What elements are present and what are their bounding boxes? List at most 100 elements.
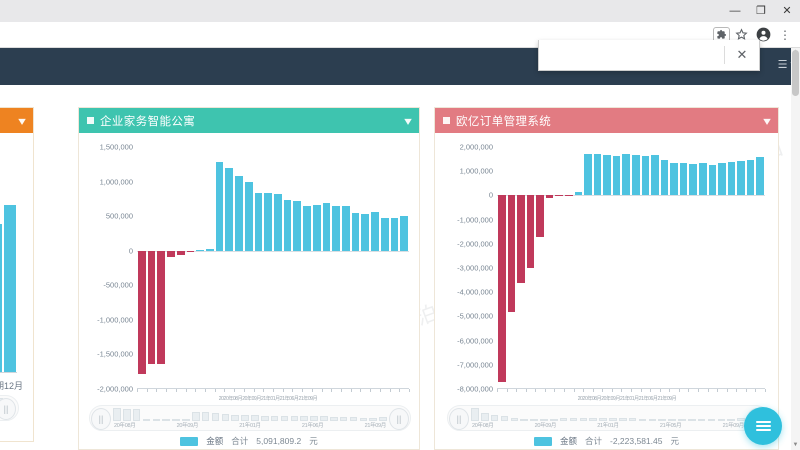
datazoom-mini-bar xyxy=(727,418,735,421)
chart-bar[interactable] xyxy=(215,161,224,251)
chart-bar[interactable] xyxy=(641,155,650,196)
chart-bar[interactable] xyxy=(390,217,399,251)
panel-right-header[interactable]: 欧亿订单管理系统 ▾ xyxy=(435,108,778,133)
chart-bar[interactable] xyxy=(622,154,631,196)
chart-bar[interactable] xyxy=(186,250,195,253)
chart-bar[interactable] xyxy=(727,161,736,196)
chart-bar[interactable] xyxy=(584,154,592,196)
datazoom-mini-bar xyxy=(609,418,617,421)
chart-bar[interactable] xyxy=(264,193,273,251)
chart-bar[interactable] xyxy=(176,250,185,255)
scrollbar-thumb[interactable] xyxy=(792,50,799,96)
chart-bar[interactable] xyxy=(526,195,535,268)
app-header-menu-icon[interactable]: ☰ xyxy=(777,59,788,71)
profile-avatar-icon[interactable] xyxy=(752,24,774,46)
chart-mid-datazoom-handle-right[interactable]: || xyxy=(389,408,409,430)
chart-bar[interactable] xyxy=(737,160,745,196)
window-minimize-button[interactable]: — xyxy=(729,4,741,17)
floating-action-button[interactable] xyxy=(744,407,782,445)
chart-bar[interactable] xyxy=(679,162,688,196)
chart-bar[interactable] xyxy=(371,211,379,251)
y-axis-tick-label: -4,000,000 xyxy=(457,287,493,297)
chart-mid-datazoom-handle-left[interactable]: || xyxy=(91,408,111,430)
chart-bar[interactable] xyxy=(322,203,331,251)
chart-bar[interactable] xyxy=(400,216,409,251)
scroll-down-arrow-icon[interactable]: ▼ xyxy=(792,442,799,448)
chart-bar[interactable] xyxy=(235,176,243,251)
chart-bar[interactable] xyxy=(603,154,611,196)
window-close-button[interactable]: ✕ xyxy=(782,4,792,17)
chart-bar[interactable] xyxy=(341,206,350,251)
chevron-down-icon[interactable]: ▾ xyxy=(762,113,771,128)
chart-bar[interactable] xyxy=(660,160,669,196)
chart-bar[interactable] xyxy=(283,199,292,251)
chart-bar[interactable] xyxy=(545,195,554,198)
chart-mid-datazoom[interactable]: || || 20年08月 20年09月 21年01月 21年06月 21年09月 xyxy=(89,405,411,431)
x-axis-tick xyxy=(698,389,699,392)
find-close-button[interactable]: ✕ xyxy=(736,47,748,62)
panel-left-datazoom[interactable]: || xyxy=(0,395,19,421)
chart-bar[interactable] xyxy=(718,163,726,196)
chart-bar[interactable] xyxy=(196,250,205,251)
chart-bar[interactable] xyxy=(4,205,16,373)
chart-bar[interactable] xyxy=(380,218,389,251)
chart-bar[interactable] xyxy=(303,205,311,251)
panel-left-datazoom-handle-right[interactable]: || xyxy=(0,398,16,420)
x-axis-tick xyxy=(185,389,187,392)
chart-bar[interactable] xyxy=(147,250,156,365)
panel-left-header[interactable]: ▾ xyxy=(0,108,33,133)
chart-mid-zero-line xyxy=(137,250,409,252)
x-axis-tick xyxy=(234,389,236,392)
browser-menu-icon[interactable]: ⋮ xyxy=(779,27,791,42)
chart-bar[interactable] xyxy=(689,163,698,196)
chart-bar[interactable] xyxy=(507,195,516,312)
chart-bar[interactable] xyxy=(167,250,175,257)
chart-bar[interactable] xyxy=(651,155,659,196)
bookmark-star-icon[interactable] xyxy=(730,24,752,46)
panel-mid-header[interactable]: 企业家务智能公寓 ▾ xyxy=(79,108,419,133)
chart-bar[interactable] xyxy=(670,162,678,196)
chart-bar[interactable] xyxy=(536,195,544,237)
chart-bar[interactable] xyxy=(564,195,573,197)
chart-bar[interactable] xyxy=(157,250,166,365)
page-scrollbar[interactable]: ▲ ▼ xyxy=(791,48,800,450)
chart-bar[interactable] xyxy=(708,164,717,196)
chevron-down-icon[interactable]: ▾ xyxy=(403,113,412,128)
chart-bar[interactable] xyxy=(244,181,253,251)
chart-bar[interactable] xyxy=(574,192,583,196)
chart-bar[interactable] xyxy=(351,213,360,251)
datazoom-mini-bar xyxy=(182,419,190,421)
chart-mid-datazoom-track[interactable] xyxy=(112,406,388,430)
chart-bar[interactable] xyxy=(332,205,341,251)
y-axis-tick-label: 1,000,000 xyxy=(99,177,133,187)
chart-right-datazoom-handle-left[interactable]: || xyxy=(449,408,469,430)
chart-bar[interactable] xyxy=(756,157,765,196)
chart-bar[interactable] xyxy=(497,195,506,382)
chart-bar[interactable] xyxy=(273,194,282,251)
chart-bar[interactable] xyxy=(137,250,146,375)
x-axis-tick xyxy=(707,389,709,392)
y-axis-tick-label: 500,000 xyxy=(105,211,133,221)
datazoom-tick-label: 21年01月 xyxy=(239,423,261,429)
chart-bar[interactable] xyxy=(631,154,640,196)
chart-bar[interactable] xyxy=(0,223,2,373)
chart-bar[interactable] xyxy=(205,248,214,251)
chart-bar[interactable] xyxy=(612,155,621,196)
chart-bar[interactable] xyxy=(698,163,707,196)
chart-bar[interactable] xyxy=(517,195,525,283)
datazoom-mini-bar xyxy=(481,412,489,421)
chevron-down-icon[interactable]: ▾ xyxy=(17,113,26,128)
chart-bar[interactable] xyxy=(225,168,234,251)
chart-bar[interactable] xyxy=(312,205,321,251)
chart-bar[interactable] xyxy=(293,200,302,251)
chart-bar[interactable] xyxy=(254,192,263,251)
window-maximize-button[interactable]: ❐ xyxy=(756,4,766,17)
find-input[interactable] xyxy=(539,40,724,70)
chart-bar[interactable] xyxy=(361,214,370,251)
chart-bar[interactable] xyxy=(593,154,602,196)
chart-bar[interactable] xyxy=(746,160,755,196)
chart-bar[interactable] xyxy=(555,195,564,197)
x-axis-tick xyxy=(389,389,391,392)
datazoom-mini-bar xyxy=(379,417,387,421)
